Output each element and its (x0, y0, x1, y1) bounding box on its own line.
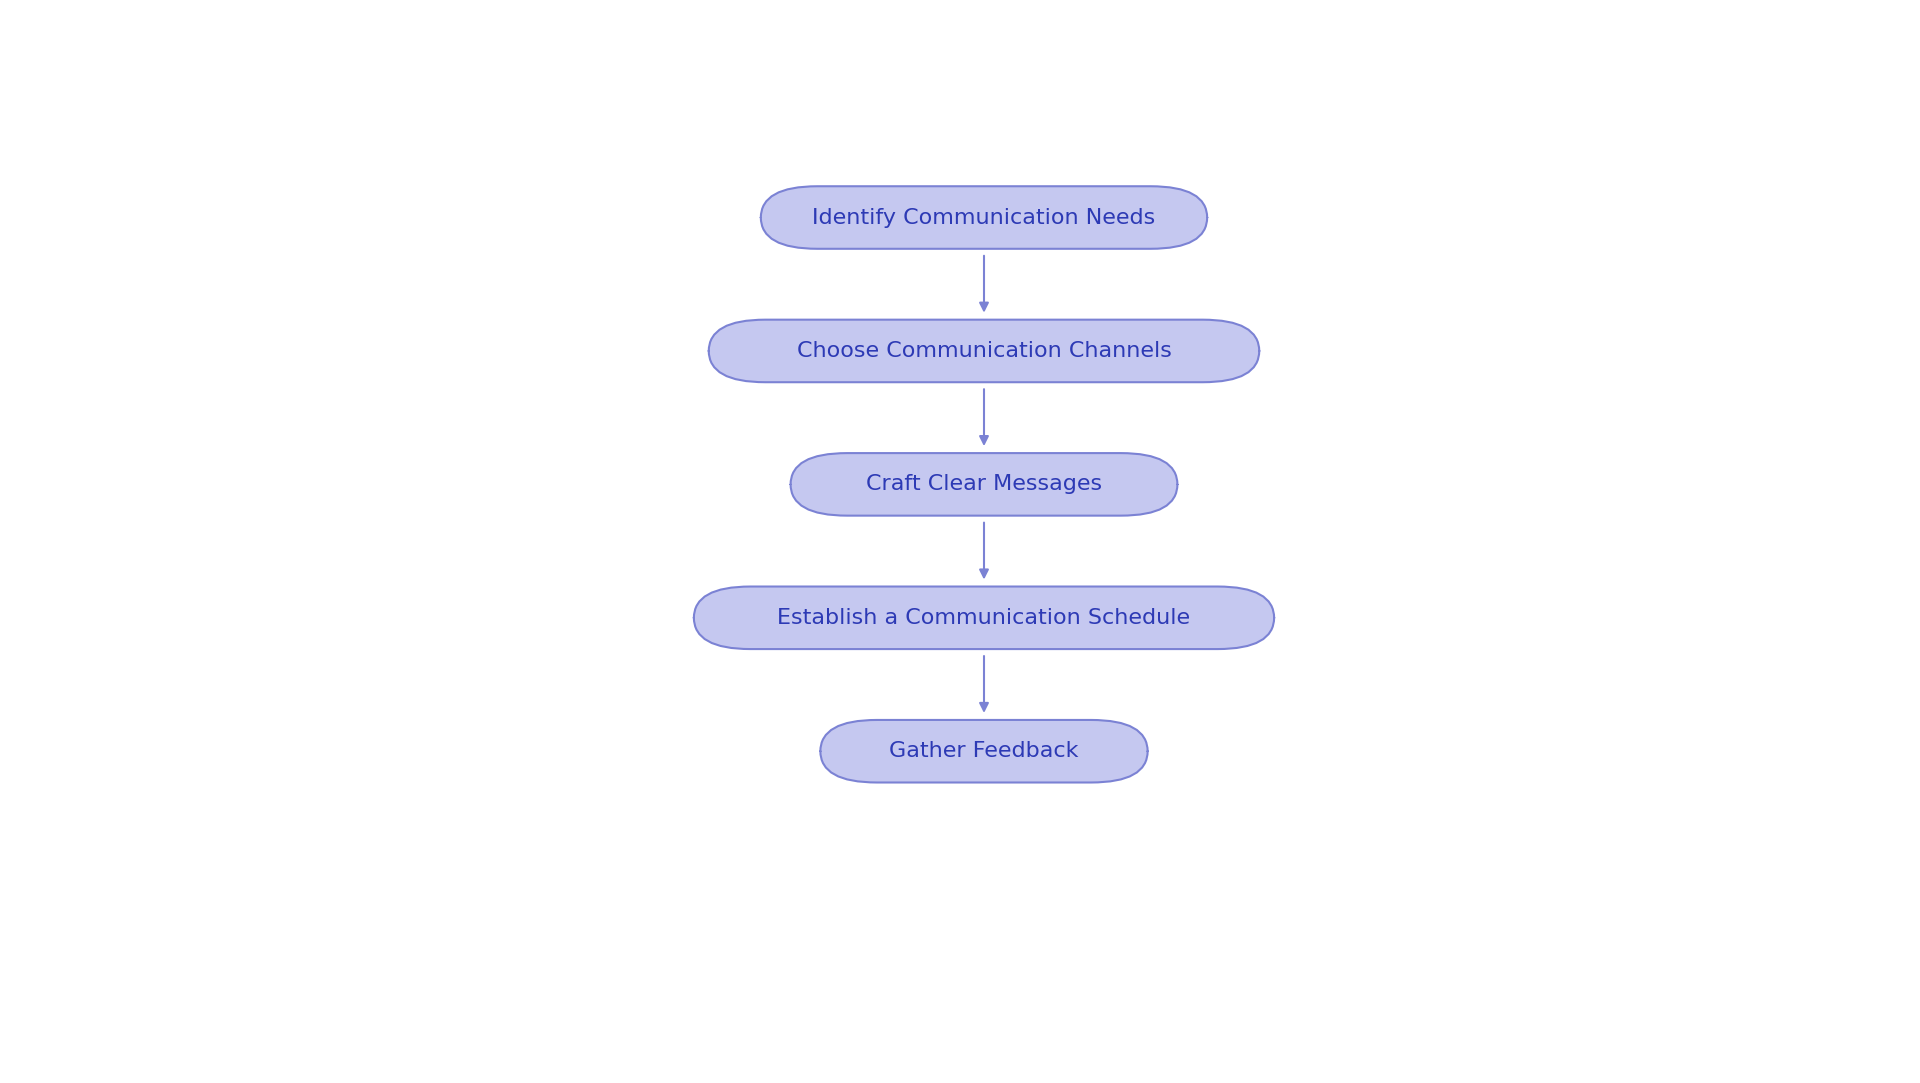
FancyBboxPatch shape (693, 587, 1275, 649)
FancyBboxPatch shape (708, 319, 1260, 382)
FancyBboxPatch shape (760, 186, 1208, 249)
Text: Choose Communication Channels: Choose Communication Channels (797, 341, 1171, 361)
Text: Craft Clear Messages: Craft Clear Messages (866, 474, 1102, 494)
Text: Gather Feedback: Gather Feedback (889, 741, 1079, 761)
Text: Establish a Communication Schedule: Establish a Communication Schedule (778, 608, 1190, 628)
Text: Identify Communication Needs: Identify Communication Needs (812, 208, 1156, 227)
FancyBboxPatch shape (820, 720, 1148, 783)
FancyBboxPatch shape (791, 453, 1177, 516)
